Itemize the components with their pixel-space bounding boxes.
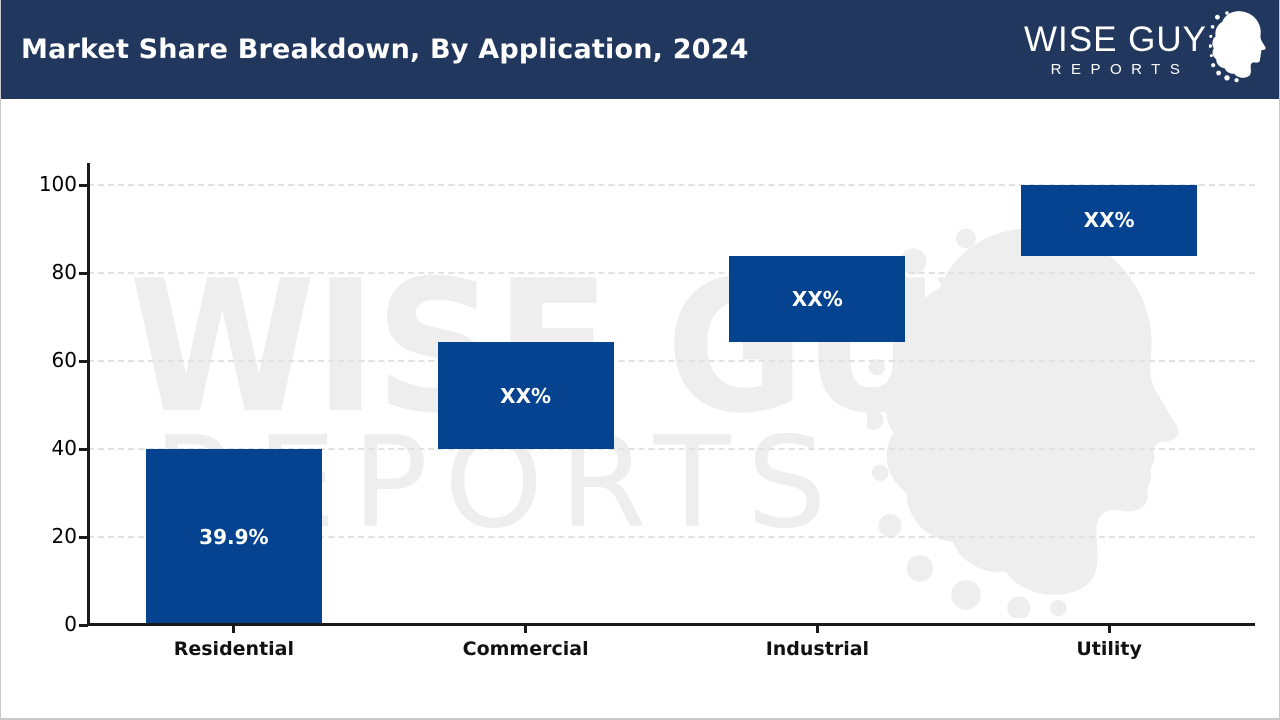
x-category-label: Utility: [1076, 638, 1142, 660]
logo-text: WISE GUY REPORTS: [1024, 22, 1207, 77]
logo-line2: REPORTS: [1050, 61, 1190, 78]
x-tick-mark: [815, 625, 819, 633]
gridline: [88, 272, 1255, 274]
x-category-label: Industrial: [765, 638, 870, 660]
x-tick-mark: [1107, 625, 1111, 633]
bar-utility: XX%: [1021, 185, 1198, 256]
x-tick-mark: [232, 625, 236, 633]
y-tick-label: 80: [51, 260, 77, 284]
x-axis-line: [87, 623, 1255, 626]
gridline: [88, 360, 1255, 362]
logo-line1: WISE GUY: [1023, 20, 1207, 59]
bar-value-label: XX%: [1083, 208, 1135, 233]
bar-residential: 39.9%: [145, 449, 322, 625]
y-tick-label: 60: [51, 348, 77, 372]
y-tick-mark: [79, 623, 88, 627]
x-tick-mark: [524, 625, 528, 633]
y-tick-mark: [79, 359, 88, 363]
y-tick-mark: [79, 447, 88, 451]
wiseguy-head-icon: [1209, 11, 1266, 83]
x-category-label: Commercial: [462, 638, 589, 660]
bar-value-label: XX%: [500, 383, 552, 408]
bar-industrial: XX%: [729, 255, 906, 343]
wiseguy-logo: WISE GUY REPORTS: [1024, 6, 1269, 86]
y-tick-label: 100: [38, 172, 77, 196]
y-tick-label: 40: [51, 436, 77, 460]
y-tick-label: 20: [51, 524, 77, 548]
page-title: Market Share Breakdown, By Application, …: [21, 34, 749, 65]
y-tick-label: 0: [64, 612, 77, 636]
gridline: [88, 184, 1255, 186]
y-tick-mark: [79, 183, 88, 187]
x-category-label: Residential: [173, 638, 295, 660]
bar-commercial: XX%: [437, 342, 614, 450]
bar-value-label: XX%: [791, 286, 843, 311]
gridline: [88, 536, 1255, 538]
y-tick-mark: [79, 271, 88, 275]
bar-value-label: 39.9%: [199, 525, 269, 550]
gridline: [88, 448, 1255, 450]
header: Market Share Breakdown, By Application, …: [1, 0, 1279, 99]
y-tick-mark: [79, 535, 88, 539]
y-axis-line: [87, 163, 90, 626]
